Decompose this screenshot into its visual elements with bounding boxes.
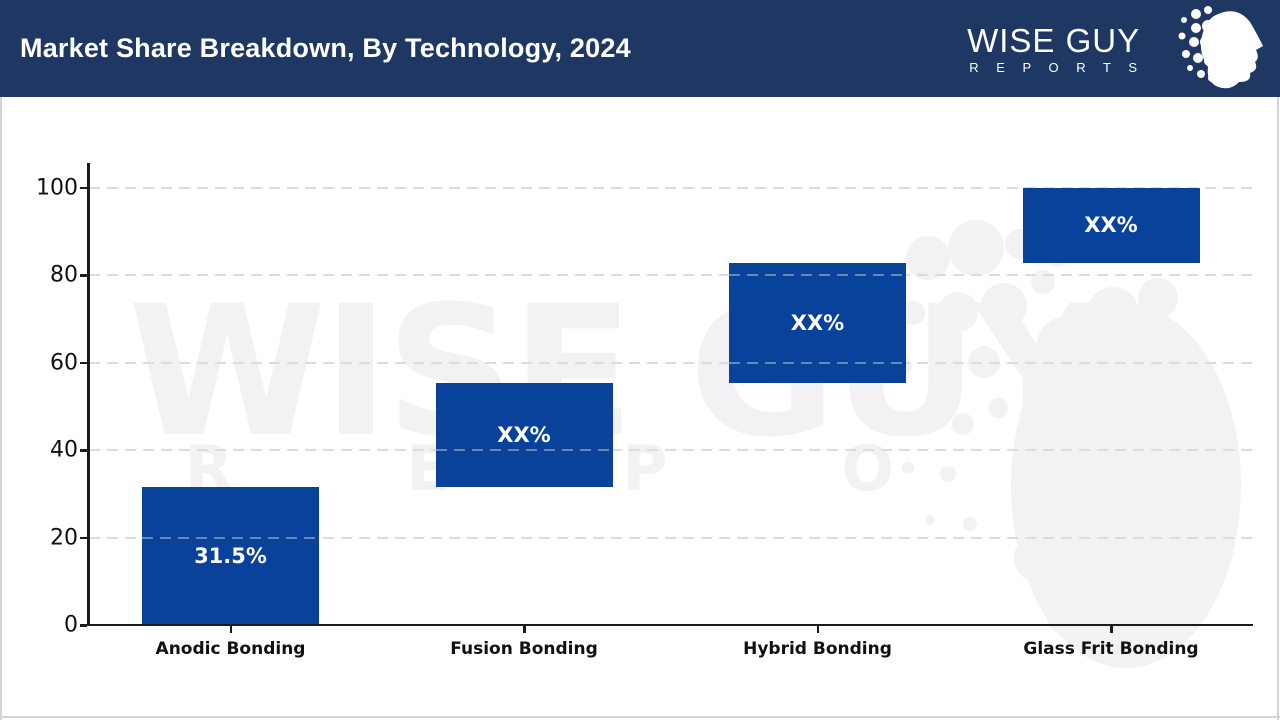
y-tick-label-80: 80 (50, 262, 78, 288)
bar-value-label: XX% (497, 423, 551, 448)
brand-logo: WISE GUY R E P O R T S (963, 4, 1266, 94)
gridline-40 (89, 449, 1253, 451)
y-tick-label-0: 0 (64, 612, 78, 638)
header-band: Market Share Breakdown, By Technology, 2… (0, 0, 1280, 97)
x-axis-label-3: Hybrid Bonding (743, 639, 892, 659)
x-axis-label-1: Anodic Bonding (155, 639, 306, 659)
page-border-bottom (0, 716, 1280, 718)
brand-name: WISE GUY (967, 21, 1141, 59)
bar-value-label: XX% (1084, 213, 1138, 238)
x-tick-mark-3 (816, 626, 819, 633)
x-tick-mark-2 (523, 626, 526, 633)
waterfall-bar-1: 31.5% (142, 487, 319, 625)
y-tick-label-40: 40 (50, 437, 78, 463)
y-tick-mark-0 (80, 624, 87, 627)
page-title: Market Share Breakdown, By Technology, 2… (20, 33, 631, 63)
gridline-over-bar (435, 449, 613, 451)
watermark-head-icon (894, 220, 1241, 668)
y-tick-label-100: 100 (36, 175, 78, 200)
gridline-over-bar (729, 361, 906, 364)
y-tick-mark-80 (80, 274, 87, 277)
gridline-60 (89, 361, 1253, 364)
x-tick-mark-1 (229, 626, 232, 633)
x-tick-mark-4 (1110, 626, 1113, 633)
page-border-left (0, 97, 2, 720)
brand-subtitle: R E P O R T S (969, 59, 1144, 75)
y-tick-mark-20 (80, 536, 87, 539)
y-tick-mark-40 (80, 449, 87, 452)
bar-value-label: XX% (790, 311, 845, 336)
gridline-100 (89, 186, 1253, 189)
y-tick-mark-100 (80, 186, 87, 189)
x-axis-label-2: Fusion Bonding (450, 639, 598, 659)
gridline-over-bar (142, 536, 319, 539)
waterfall-bar-3: XX% (729, 263, 906, 384)
bar-value-label: 31.5% (194, 544, 267, 569)
x-axis-label-4: Glass Frit Bonding (1023, 639, 1199, 659)
brand-face-icon (1178, 5, 1263, 88)
waterfall-bar-4: XX% (1022, 187, 1200, 264)
page-border-right (1277, 97, 1279, 720)
gridline-80 (89, 274, 1253, 276)
y-tick-mark-60 (80, 361, 87, 364)
gridline-20 (89, 536, 1253, 539)
waterfall-bar-2: XX% (435, 383, 613, 488)
y-axis-line (87, 163, 90, 626)
y-tick-label-60: 60 (50, 350, 78, 375)
x-axis-line (87, 623, 1253, 626)
gridline-over-bar (729, 274, 906, 276)
y-tick-label-20: 20 (50, 525, 78, 550)
